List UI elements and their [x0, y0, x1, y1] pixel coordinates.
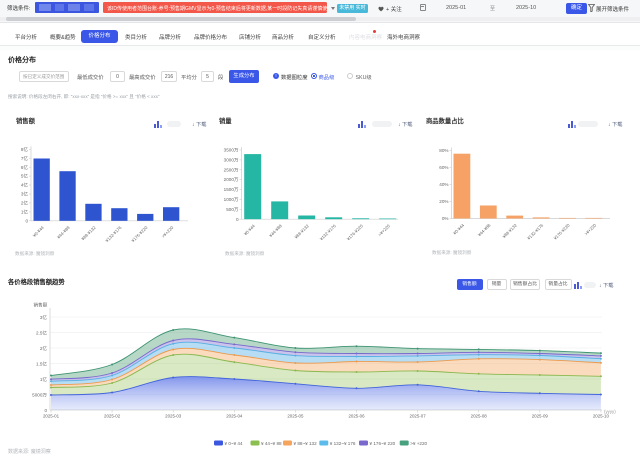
svg-text:2500万: 2500万: [224, 167, 239, 173]
svg-text:2025-03: 2025-03: [165, 414, 182, 419]
svg-text:2亿: 2亿: [21, 200, 29, 207]
svg-text:¥44-¥88: ¥44-¥88: [268, 223, 283, 238]
svg-text:¥176-¥220: ¥176-¥220: [553, 222, 571, 240]
svg-text:2000万: 2000万: [224, 177, 239, 183]
svg-text:¥ 88~¥ 132: ¥ 88~¥ 132: [294, 441, 318, 446]
svg-text:¥0-¥44: ¥0-¥44: [243, 223, 256, 236]
svg-text:0: 0: [25, 218, 28, 223]
svg-text:500万: 500万: [226, 207, 239, 213]
svg-text:¥88-¥132: ¥88-¥132: [502, 222, 519, 239]
svg-text:>¥ +220: >¥ +220: [410, 441, 427, 446]
svg-text:2025-02: 2025-02: [104, 414, 121, 419]
svg-text:3亿: 3亿: [21, 191, 29, 198]
svg-text:80%: 80%: [439, 148, 448, 153]
svg-text:2.5亿: 2.5亿: [36, 329, 47, 336]
svg-text:0%: 0%: [442, 216, 449, 221]
svg-text:(yyyy): (yyyy): [604, 409, 616, 414]
svg-text:¥44-¥88: ¥44-¥88: [56, 225, 71, 240]
svg-text:0: 0: [236, 217, 239, 222]
svg-text:2025-10: 2025-10: [593, 414, 610, 419]
svg-text:2025-01: 2025-01: [43, 414, 60, 419]
svg-text:60%: 60%: [439, 165, 448, 170]
svg-text:>¥+220: >¥+220: [161, 225, 175, 239]
svg-text:1亿: 1亿: [40, 376, 48, 383]
svg-text:7亿: 7亿: [21, 155, 29, 162]
svg-text:2025-05: 2025-05: [287, 414, 304, 419]
svg-text:¥132-¥176: ¥132-¥176: [319, 223, 337, 241]
svg-text:¥0-¥44: ¥0-¥44: [452, 222, 465, 235]
svg-text:1500万: 1500万: [224, 187, 239, 193]
svg-text:¥88-¥132: ¥88-¥132: [80, 225, 97, 242]
svg-text:1.5亿: 1.5亿: [36, 360, 47, 367]
svg-text:4亿: 4亿: [21, 182, 29, 189]
svg-text:>¥+220: >¥+220: [583, 222, 597, 236]
svg-text:¥0-¥44: ¥0-¥44: [32, 225, 45, 238]
svg-text:2025-09: 2025-09: [532, 414, 549, 419]
svg-text:¥132-¥176: ¥132-¥176: [526, 222, 544, 240]
svg-text:2025-04: 2025-04: [226, 414, 243, 419]
svg-text:3亿: 3亿: [40, 314, 48, 321]
svg-text:销售额: 销售额: [34, 302, 48, 309]
svg-text:¥176-¥220: ¥176-¥220: [130, 225, 148, 243]
svg-text:3500万: 3500万: [224, 148, 239, 154]
svg-text:¥ 176~¥ 220: ¥ 176~¥ 220: [370, 441, 396, 446]
svg-text:¥176-¥220: ¥176-¥220: [346, 223, 364, 241]
svg-text:¥132-¥176: ¥132-¥176: [104, 225, 122, 243]
svg-text:6亿: 6亿: [21, 164, 29, 171]
svg-text:¥ 44~¥ 88: ¥ 44~¥ 88: [261, 441, 282, 446]
svg-text:2025-06: 2025-06: [348, 414, 365, 419]
svg-text:20%: 20%: [439, 199, 448, 204]
svg-text:3000万: 3000万: [224, 158, 239, 164]
svg-text:1000万: 1000万: [224, 197, 239, 203]
svg-text:2025-08: 2025-08: [471, 414, 488, 419]
svg-text:5000万: 5000万: [32, 392, 47, 398]
svg-text:¥ 132~¥ 176: ¥ 132~¥ 176: [330, 441, 356, 446]
svg-text:¥44-¥88: ¥44-¥88: [477, 222, 492, 237]
svg-text:1亿: 1亿: [21, 209, 29, 216]
svg-text:5亿: 5亿: [21, 173, 29, 180]
svg-text:8亿: 8亿: [21, 146, 29, 153]
svg-text:2亿: 2亿: [40, 345, 48, 352]
svg-text:>¥+220: >¥+220: [377, 223, 391, 237]
svg-text:40%: 40%: [439, 182, 448, 187]
svg-text:2025-07: 2025-07: [410, 414, 427, 419]
svg-text:0: 0: [44, 408, 47, 413]
svg-text:¥88-¥132: ¥88-¥132: [294, 223, 311, 240]
svg-text:¥ 0~¥ 44: ¥ 0~¥ 44: [225, 441, 243, 446]
